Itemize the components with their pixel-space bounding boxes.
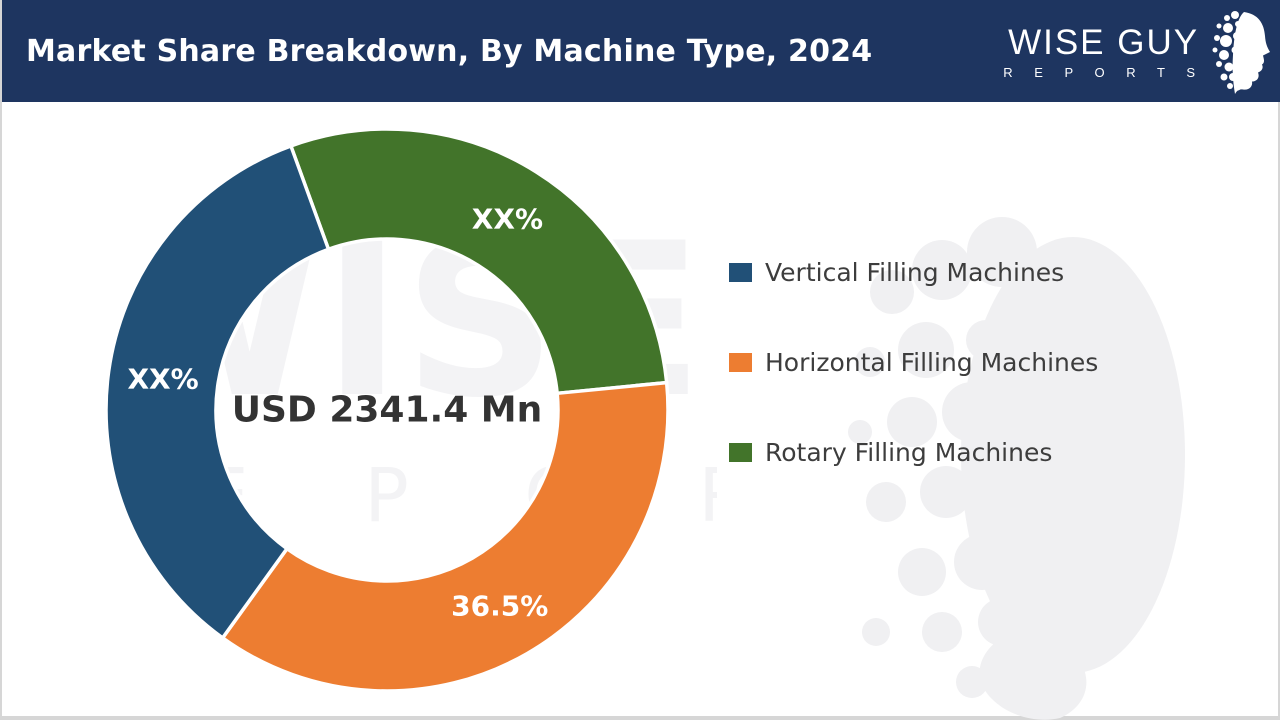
legend-swatch-green [729, 442, 752, 462]
logo-subtitle: R E P O R T S [1003, 64, 1204, 80]
slice-label: 36.5% [451, 589, 548, 622]
donut-slice-vertical-filling-machines [104, 144, 331, 640]
page-title: Market Share Breakdown, By Machine Type,… [26, 33, 873, 69]
legend-item-rotary-filling-machines: Rotary Filling Machines [729, 432, 1098, 472]
chart-legend: Vertical Filling Machines Horizontal Fil… [729, 252, 1098, 522]
legend-label: Vertical Filling Machines [765, 257, 1065, 287]
donut-chart: XX% 36.5% XX% [104, 127, 670, 693]
donut-slice-rotary-filling-machines [289, 127, 669, 396]
legend-item-vertical-filling-machines: Vertical Filling Machines [729, 252, 1098, 292]
legend-label: Rotary Filling Machines [765, 437, 1053, 467]
legend-swatch-blue [729, 262, 752, 282]
slice-label: XX% [472, 202, 543, 235]
slice-label: XX% [127, 362, 198, 395]
legend-item-horizontal-filling-machines: Horizontal Filling Machines [729, 342, 1098, 382]
legend-label: Horizontal Filling Machines [765, 347, 1099, 377]
wise-guy-logo: WISE GUY R E P O R T S [1003, 10, 1270, 94]
donut-slice-horizontal-filling-machines [220, 380, 670, 693]
logo-wordmark: WISE GUY [1008, 22, 1200, 62]
donut-center-value: USD 2341.4 Mn [231, 389, 543, 431]
logo-face-icon [1212, 11, 1270, 94]
header-bar: Market Share Breakdown, By Machine Type,… [2, 0, 1280, 102]
logo-text: WISE GUY R E P O R T S [1003, 25, 1204, 80]
legend-swatch-orange [729, 352, 752, 372]
